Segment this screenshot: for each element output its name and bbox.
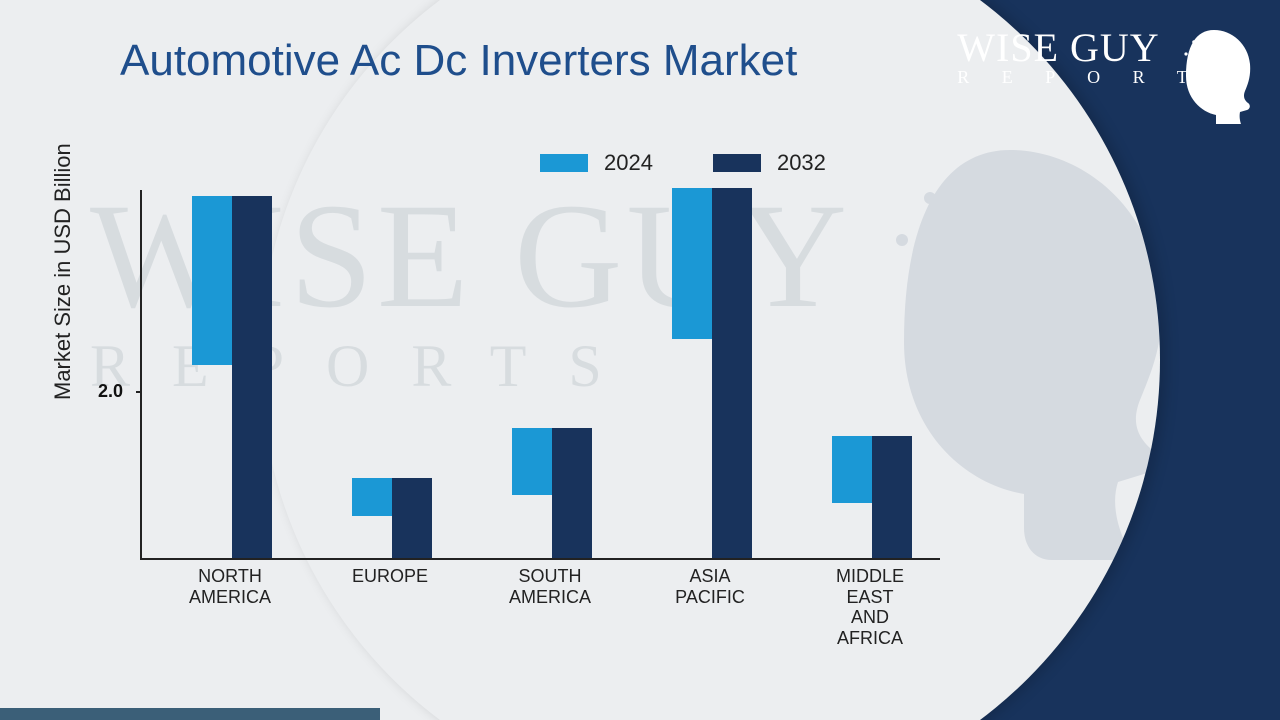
y-tick-mark — [136, 391, 142, 393]
legend: 2024 2032 — [540, 150, 826, 176]
bar — [352, 478, 392, 516]
x-axis-labels: NORTHAMERICA EUROPE SOUTHAMERICA ASIAPACIFI… — [140, 566, 940, 666]
bar — [192, 196, 232, 364]
bar-group — [642, 188, 782, 558]
x-axis-category: SOUTHAMERICA — [480, 566, 620, 607]
legend-swatch-2024 — [540, 154, 588, 172]
bar — [512, 428, 552, 495]
bar — [552, 428, 592, 558]
x-axis-category: NORTHAMERICA — [160, 566, 300, 607]
bar — [872, 436, 912, 558]
brand-head-icon — [1170, 28, 1256, 124]
bar-group — [802, 436, 942, 558]
x-axis-category: EUROPE — [320, 566, 460, 587]
legend-item-2032: 2032 — [713, 150, 826, 176]
bar — [232, 196, 272, 558]
bar — [832, 436, 872, 503]
bottom-accent-strip — [0, 708, 380, 720]
chart-title: Automotive Ac Dc Inverters Market — [120, 36, 797, 86]
bar — [392, 478, 432, 558]
legend-item-2024: 2024 — [540, 150, 653, 176]
y-axis-label: Market Size in USD Billion — [50, 143, 76, 400]
bar — [672, 188, 712, 339]
bar-chart: 2024 2032 Market Size in USD Billion 2.0… — [100, 150, 940, 618]
x-axis-category: MIDDLEEASTANDAFRICA — [800, 566, 940, 649]
brand-logo: WISE GUY R E P O R T S — [957, 24, 1244, 88]
x-axis-category: ASIAPACIFIC — [640, 566, 780, 607]
bar-group — [322, 478, 462, 558]
plot-area: 2.0 — [140, 190, 940, 560]
bar — [712, 188, 752, 558]
legend-swatch-2032 — [713, 154, 761, 172]
bar-group — [482, 428, 622, 558]
legend-label-2032: 2032 — [777, 150, 826, 176]
report-canvas: WISE GUY R E P O R T S Automotive Ac Dc … — [0, 0, 1280, 720]
bar-group — [162, 196, 302, 558]
legend-label-2024: 2024 — [604, 150, 653, 176]
y-tick: 2.0 — [98, 381, 123, 402]
